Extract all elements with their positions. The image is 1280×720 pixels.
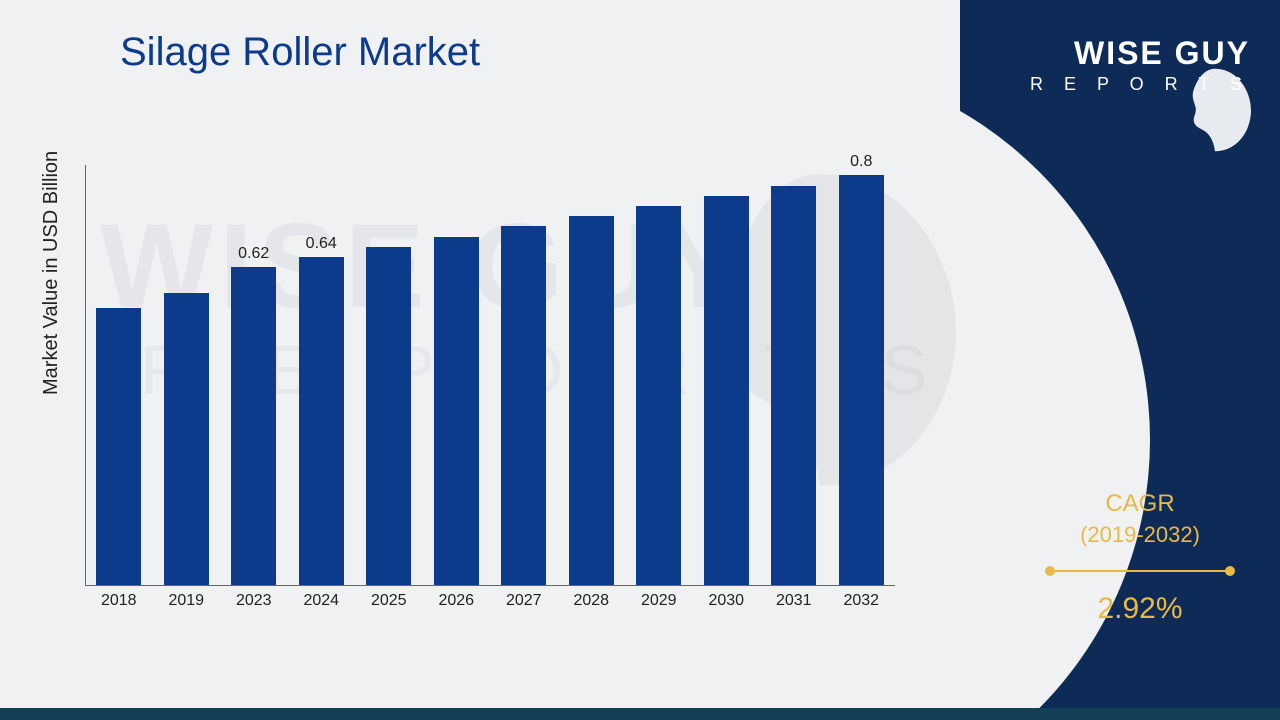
bar — [231, 267, 276, 585]
bars-container: 0.620.640.8 — [85, 165, 895, 585]
bar-group — [359, 247, 419, 585]
cagr-years: (2019-2032) — [1040, 522, 1240, 548]
y-axis-label: Market Value in USD Billion — [40, 151, 63, 395]
bar — [366, 247, 411, 585]
bar-group — [696, 196, 756, 585]
bar — [636, 206, 681, 585]
bar — [569, 216, 614, 585]
bar-group — [764, 186, 824, 586]
bar-group — [494, 226, 554, 585]
bar — [771, 186, 816, 586]
cagr-label: CAGR — [1040, 490, 1240, 518]
bar-group: 0.64 — [291, 257, 351, 585]
x-axis-tick-label: 2026 — [426, 592, 486, 610]
x-axis-tick-label: 2025 — [359, 592, 419, 610]
x-axis-tick-label: 2030 — [696, 592, 756, 610]
cagr-divider — [1050, 570, 1230, 572]
bar-group — [156, 293, 216, 585]
chart-title: Silage Roller Market — [120, 30, 480, 75]
x-labels-container: 2018 2019 2023 2024 2025 2026 2027 2028 2029 2030… — [85, 592, 895, 610]
bar — [96, 308, 141, 585]
bar — [434, 237, 479, 585]
bar-group: 0.62 — [224, 267, 284, 585]
bar-value-label: 0.8 — [850, 153, 872, 171]
cagr-block: CAGR (2019-2032) 2.92% — [1040, 490, 1240, 626]
x-axis-tick-label: 2029 — [629, 592, 689, 610]
x-axis-tick-label: 2023 — [224, 592, 284, 610]
x-axis-tick-label: 2032 — [831, 592, 891, 610]
brand-block: WISE GUY R E P O R T S — [1030, 35, 1250, 95]
bottom-bar — [0, 708, 1280, 720]
x-axis-line — [85, 585, 895, 586]
x-axis-tick-label: 2024 — [291, 592, 351, 610]
bar — [704, 196, 749, 585]
bar-group — [561, 216, 621, 585]
x-axis-tick-label: 2027 — [494, 592, 554, 610]
x-axis-tick-label: 2018 — [89, 592, 149, 610]
page-root: WISE GUY R E P O R T S Silage Roller Mar… — [0, 0, 1280, 720]
bar-group — [426, 237, 486, 585]
bar — [501, 226, 546, 585]
cagr-value: 2.92% — [1040, 592, 1240, 626]
brand-face-icon — [1175, 65, 1255, 155]
bar-group: 0.8 — [831, 175, 891, 585]
bar-value-label: 0.62 — [238, 245, 269, 263]
x-axis-tick-label: 2028 — [561, 592, 621, 610]
bar-group — [629, 206, 689, 585]
bar-group — [89, 308, 149, 585]
bar — [839, 175, 884, 585]
x-axis-tick-label: 2019 — [156, 592, 216, 610]
bar — [299, 257, 344, 585]
bar-value-label: 0.64 — [306, 235, 337, 253]
bar — [164, 293, 209, 585]
x-axis-tick-label: 2031 — [764, 592, 824, 610]
